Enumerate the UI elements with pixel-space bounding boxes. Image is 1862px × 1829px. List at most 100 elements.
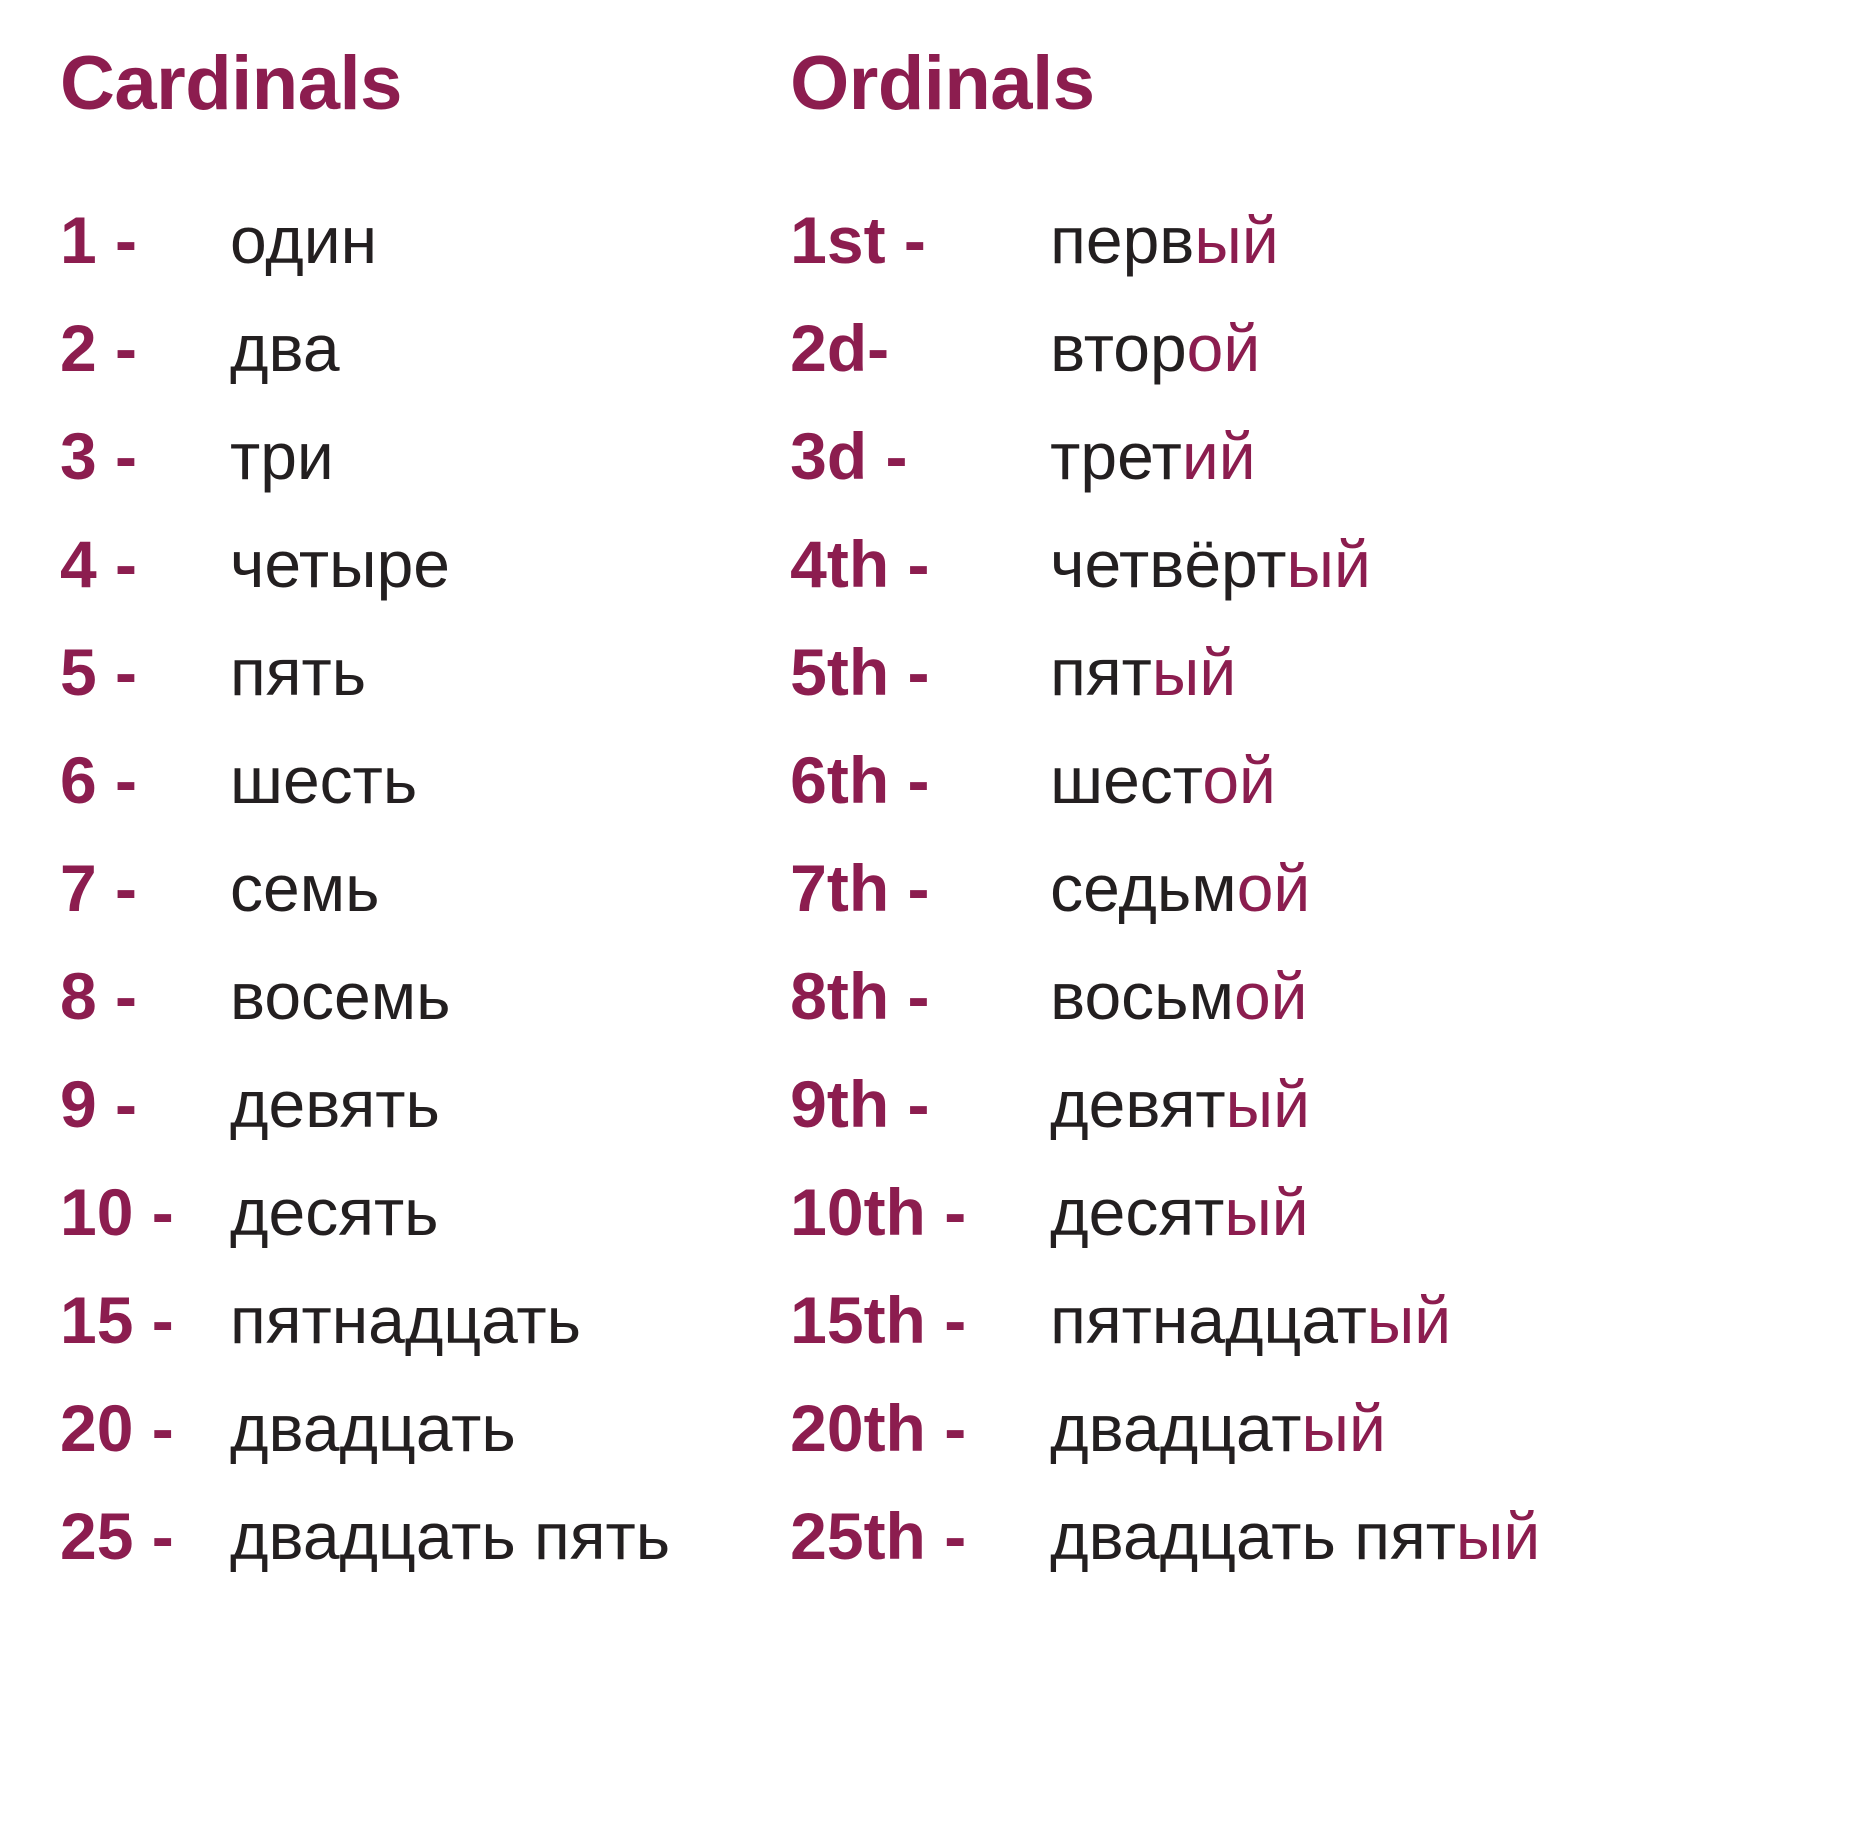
cardinal-row: 9 -девять bbox=[60, 1071, 670, 1137]
cardinal-word: два bbox=[230, 315, 340, 381]
cardinal-number: 10 - bbox=[60, 1179, 230, 1245]
ordinals-list: 1st -первый2d-второй3d -третий4th -четвё… bbox=[790, 207, 1540, 1611]
ordinal-row: 3d -третий bbox=[790, 423, 1540, 489]
ordinal-row: 7th -седьмой bbox=[790, 855, 1540, 921]
ordinal-word: второй bbox=[1050, 315, 1260, 381]
ordinal-number: 3d - bbox=[790, 423, 1050, 489]
cardinal-word: восемь bbox=[230, 963, 451, 1029]
ordinal-number: 5th - bbox=[790, 639, 1050, 705]
ordinal-row: 8th -восьмой bbox=[790, 963, 1540, 1029]
ordinal-stem: перв bbox=[1050, 203, 1194, 277]
cardinal-number: 4 - bbox=[60, 531, 230, 597]
ordinal-stem: шест bbox=[1050, 743, 1202, 817]
cardinal-word: три bbox=[230, 423, 334, 489]
ordinal-suffix: ой bbox=[1202, 743, 1276, 817]
ordinal-word: четвёртый bbox=[1050, 531, 1371, 597]
cardinal-number: 5 - bbox=[60, 639, 230, 705]
ordinal-stem: седьм bbox=[1050, 851, 1237, 925]
ordinal-number: 1st - bbox=[790, 207, 1050, 273]
ordinal-row: 20th -двадцатый bbox=[790, 1395, 1540, 1461]
ordinal-suffix: ой bbox=[1237, 851, 1311, 925]
cardinal-row: 2 -два bbox=[60, 315, 670, 381]
columns-container: Cardinals 1 -один2 -два3 -три4 -четыре5 … bbox=[60, 40, 1822, 1611]
cardinal-word: шесть bbox=[230, 747, 417, 813]
ordinal-stem: девят bbox=[1050, 1067, 1226, 1141]
cardinal-word: один bbox=[230, 207, 377, 273]
cardinal-row: 3 -три bbox=[60, 423, 670, 489]
cardinal-word: четыре bbox=[230, 531, 450, 597]
ordinal-row: 9th -девятый bbox=[790, 1071, 1540, 1137]
ordinal-number: 10th - bbox=[790, 1179, 1050, 1245]
cardinal-number: 25 - bbox=[60, 1503, 230, 1569]
ordinals-title: Ordinals bbox=[790, 40, 1540, 127]
cardinal-number: 3 - bbox=[60, 423, 230, 489]
cardinal-number: 8 - bbox=[60, 963, 230, 1029]
ordinal-number: 20th - bbox=[790, 1395, 1050, 1461]
ordinal-stem: четвёрт bbox=[1050, 527, 1286, 601]
cardinal-word: семь bbox=[230, 855, 379, 921]
cardinal-row: 15 -пятнадцать bbox=[60, 1287, 670, 1353]
ordinal-word: седьмой bbox=[1050, 855, 1310, 921]
cardinals-list: 1 -один2 -два3 -три4 -четыре5 -пять6 -ше… bbox=[60, 207, 670, 1611]
cardinal-row: 6 -шесть bbox=[60, 747, 670, 813]
cardinal-row: 1 -один bbox=[60, 207, 670, 273]
cardinal-number: 20 - bbox=[60, 1395, 230, 1461]
ordinal-number: 25th - bbox=[790, 1503, 1050, 1569]
ordinal-suffix: ый bbox=[1152, 635, 1236, 709]
ordinal-word: двадцать пятый bbox=[1050, 1503, 1540, 1569]
ordinals-column: Ordinals 1st -первый2d-второй3d -третий4… bbox=[790, 40, 1540, 1611]
ordinal-stem: восьм bbox=[1050, 959, 1234, 1033]
ordinal-suffix: ий bbox=[1182, 419, 1256, 493]
ordinal-number: 6th - bbox=[790, 747, 1050, 813]
cardinal-word: двадцать пять bbox=[230, 1503, 670, 1569]
ordinal-stem: десят bbox=[1050, 1175, 1224, 1249]
ordinal-number: 15th - bbox=[790, 1287, 1050, 1353]
cardinal-word: двадцать bbox=[230, 1395, 516, 1461]
ordinal-word: десятый bbox=[1050, 1179, 1309, 1245]
ordinal-word: пятнадцатый bbox=[1050, 1287, 1451, 1353]
ordinal-word: восьмой bbox=[1050, 963, 1307, 1029]
ordinal-row: 4th -четвёртый bbox=[790, 531, 1540, 597]
cardinal-row: 25 -двадцать пять bbox=[60, 1503, 670, 1569]
ordinal-row: 1st -первый bbox=[790, 207, 1540, 273]
cardinal-number: 6 - bbox=[60, 747, 230, 813]
cardinal-row: 5 -пять bbox=[60, 639, 670, 705]
ordinal-stem: втор bbox=[1050, 311, 1187, 385]
ordinal-row: 25th -двадцать пятый bbox=[790, 1503, 1540, 1569]
ordinal-row: 6th -шестой bbox=[790, 747, 1540, 813]
ordinal-number: 2d- bbox=[790, 315, 1050, 381]
cardinal-word: пятнадцать bbox=[230, 1287, 581, 1353]
ordinal-suffix: ый bbox=[1226, 1067, 1310, 1141]
cardinal-word: девять bbox=[230, 1071, 440, 1137]
ordinal-suffix: ый bbox=[1456, 1499, 1540, 1573]
ordinal-stem: пятнадцат bbox=[1050, 1283, 1367, 1357]
cardinal-word: десять bbox=[230, 1179, 439, 1245]
cardinal-number: 1 - bbox=[60, 207, 230, 273]
ordinal-row: 5th -пятый bbox=[790, 639, 1540, 705]
cardinal-number: 15 - bbox=[60, 1287, 230, 1353]
ordinal-stem: двадцать пят bbox=[1050, 1499, 1456, 1573]
ordinal-number: 7th - bbox=[790, 855, 1050, 921]
cardinal-row: 7 -семь bbox=[60, 855, 670, 921]
cardinal-row: 8 -восемь bbox=[60, 963, 670, 1029]
ordinal-number: 9th - bbox=[790, 1071, 1050, 1137]
ordinal-suffix: ый bbox=[1367, 1283, 1451, 1357]
ordinal-suffix: ый bbox=[1287, 527, 1371, 601]
ordinal-number: 4th - bbox=[790, 531, 1050, 597]
ordinal-row: 15th -пятнадцатый bbox=[790, 1287, 1540, 1353]
cardinals-title: Cardinals bbox=[60, 40, 670, 127]
ordinal-row: 10th -десятый bbox=[790, 1179, 1540, 1245]
cardinal-row: 20 -двадцать bbox=[60, 1395, 670, 1461]
ordinal-stem: трет bbox=[1050, 419, 1182, 493]
ordinal-suffix: ой bbox=[1187, 311, 1261, 385]
ordinal-word: девятый bbox=[1050, 1071, 1310, 1137]
ordinal-suffix: ой bbox=[1234, 959, 1308, 1033]
ordinal-suffix: ый bbox=[1194, 203, 1278, 277]
cardinal-number: 2 - bbox=[60, 315, 230, 381]
ordinal-word: третий bbox=[1050, 423, 1255, 489]
cardinals-column: Cardinals 1 -один2 -два3 -три4 -четыре5 … bbox=[60, 40, 670, 1611]
cardinal-row: 10 -десять bbox=[60, 1179, 670, 1245]
cardinal-number: 7 - bbox=[60, 855, 230, 921]
cardinal-number: 9 - bbox=[60, 1071, 230, 1137]
ordinal-stem: двадцат bbox=[1050, 1391, 1301, 1465]
